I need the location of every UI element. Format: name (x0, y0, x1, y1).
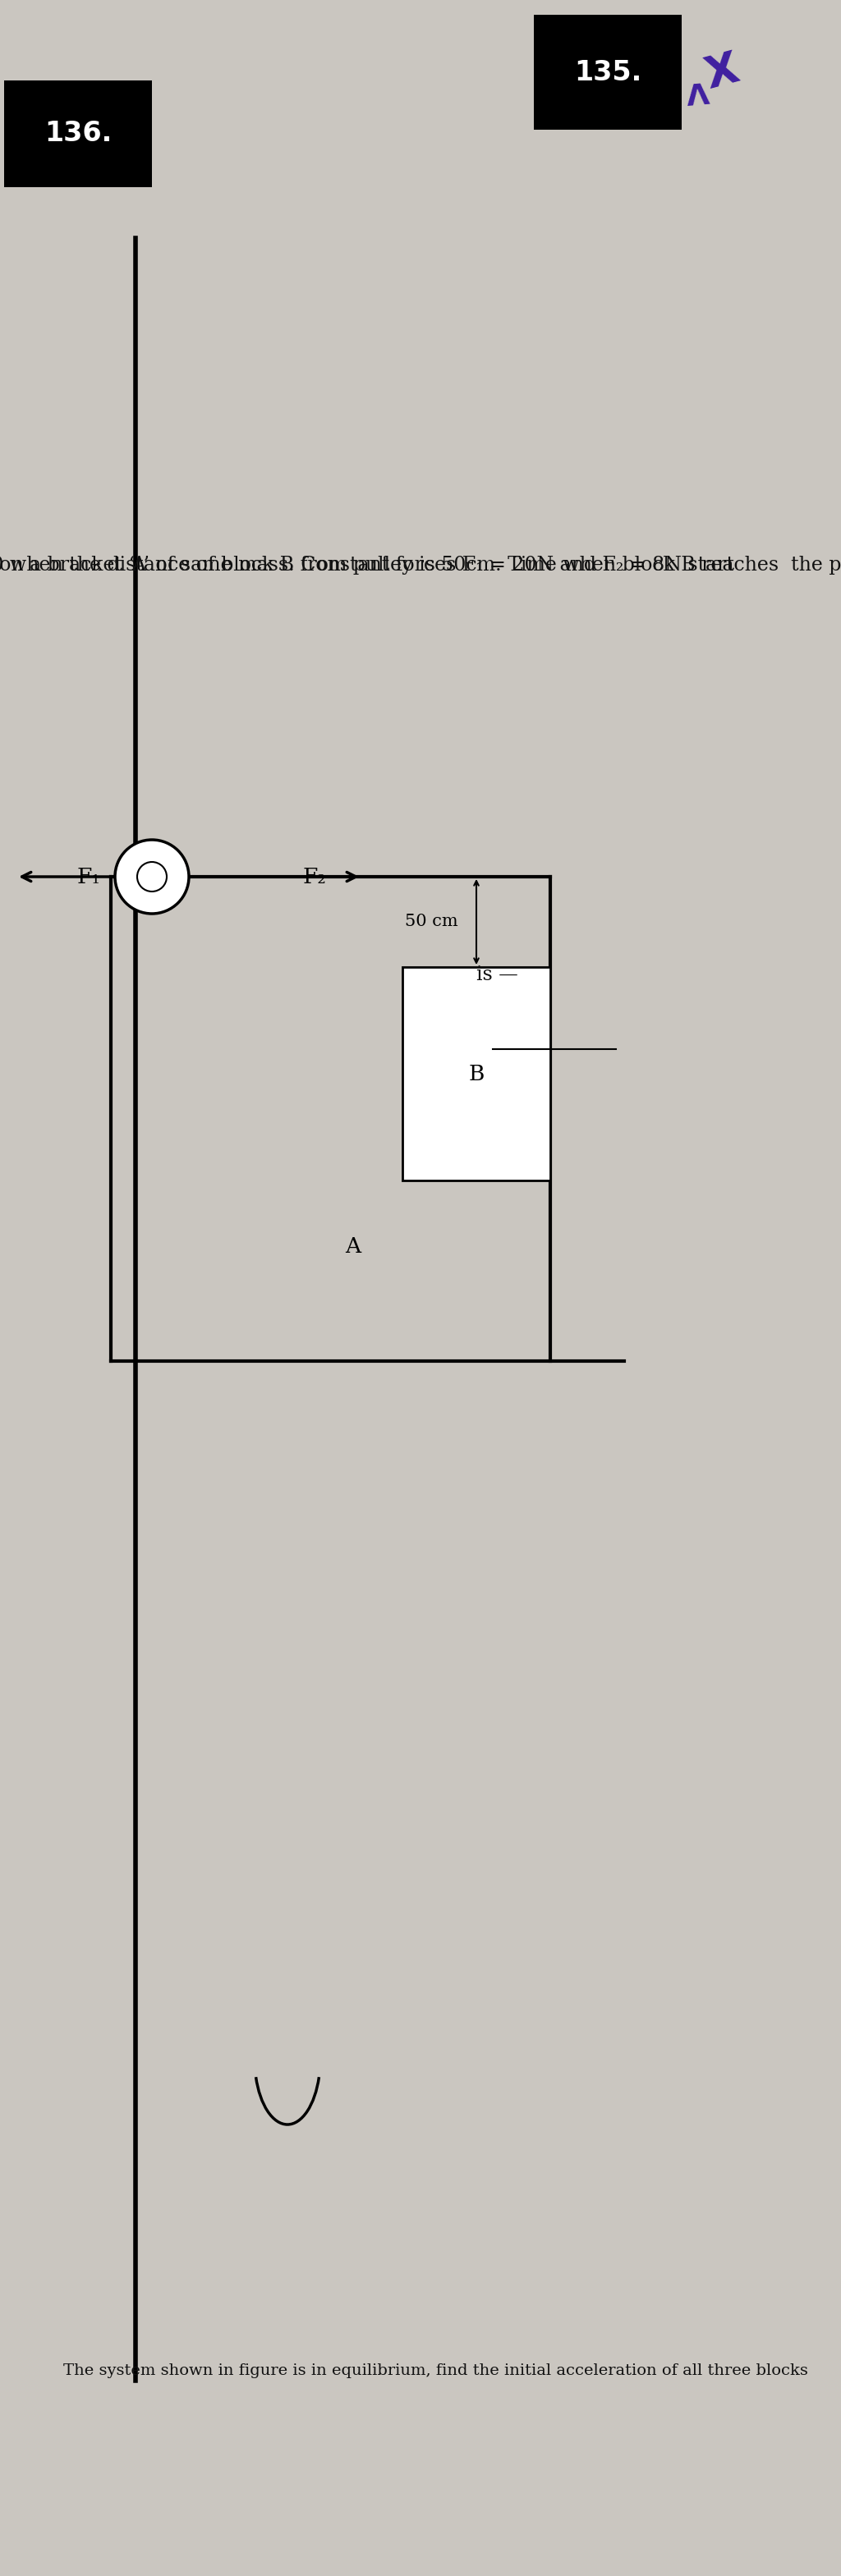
Circle shape (137, 863, 167, 891)
Bar (4, 80, 152, 188)
Circle shape (115, 840, 189, 914)
Text: Λ: Λ (685, 82, 711, 111)
Text: X: X (701, 46, 744, 98)
Bar (403, 966, 550, 1180)
Text: A 1kg block ‘B’ rests as shown on a bracket ‘A’ of same mass. Constant forces F₁: A 1kg block ‘B’ rests as shown on a brac… (0, 556, 734, 574)
Text: B: B (468, 1064, 484, 1084)
Text: F₂: F₂ (303, 866, 326, 886)
Text: is —: is — (476, 966, 518, 984)
Text: 50 cm: 50 cm (405, 914, 458, 930)
Text: to act at time t = 0 when the distance of block B from pulley is 50cm. Time when: to act at time t = 0 when the distance o… (0, 556, 841, 574)
Text: 136.: 136. (45, 121, 112, 147)
Text: F₁: F₁ (77, 866, 101, 886)
Bar (534, 15, 682, 129)
Text: The system shown in figure is in equilibrium, find the initial acceleration of a: The system shown in figure is in equilib… (63, 2362, 807, 2378)
Text: A: A (346, 1236, 361, 1257)
Text: 135.: 135. (574, 59, 642, 85)
